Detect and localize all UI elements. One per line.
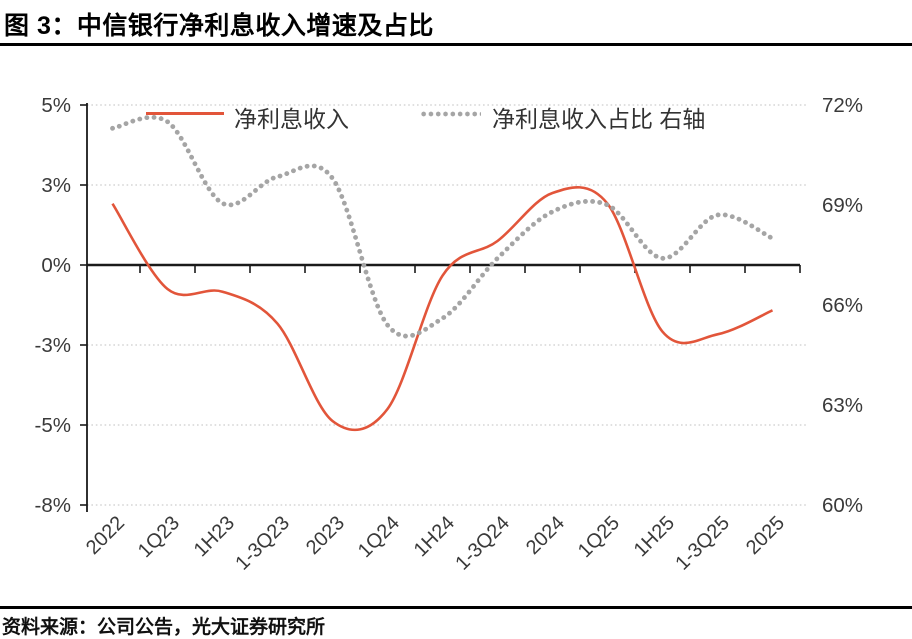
series-line-nii-share-of-revenue [110,114,775,339]
x-axis-category-label: 1Q25 [574,512,624,562]
right-axis-tick-label: 63% [822,394,863,417]
left-axis-tick-label: 5% [41,94,71,117]
legend-label-nii-share-right-axis: 净利息收入占比 右轴 [492,106,706,132]
x-axis-category-label: 1H25 [630,512,679,561]
figure-title: 图 3：中信银行净利息收入增速及占比 [4,12,434,40]
x-axis-category-label: 2022 [82,512,129,559]
footer-divider [0,606,912,609]
x-axis-category-label: 1Q24 [354,512,404,562]
left-axis-tick-label: 0% [41,254,71,277]
x-axis-category-label: 1Q23 [134,512,184,562]
right-axis-tick-label: 60% [822,494,863,517]
x-axis-category-label: 1-3Q24 [451,512,514,575]
right-axis-tick-label: 69% [822,194,863,217]
left-axis-tick-label: 3% [41,174,71,197]
x-axis-category-label: 2023 [302,512,349,559]
right-axis-tick-label: 66% [822,294,863,317]
source-note: 资料来源：公司公告，光大证券研究所 [2,617,326,638]
x-axis-category-label: 1H23 [190,512,239,561]
series-line-net-interest-income-growth [111,186,774,432]
title-divider [0,43,912,46]
x-axis-category-label: 2025 [742,512,789,559]
x-axis-category-label: 1-3Q23 [231,512,294,575]
legend-dotted-line-swatch [420,111,481,117]
x-axis-category-label: 2024 [522,512,569,559]
left-axis-tick-label: -3% [35,334,71,357]
legend-label-net-interest-income: 净利息收入 [234,106,349,132]
x-axis-category-label: 1-3Q25 [671,512,734,575]
right-axis-tick-label: 72% [822,94,863,117]
left-axis-tick-label: -5% [35,414,71,437]
left-axis-tick-label: -8% [35,494,71,517]
x-axis-category-label: 1H24 [410,512,459,561]
legend-solid-line-swatch [146,112,224,115]
